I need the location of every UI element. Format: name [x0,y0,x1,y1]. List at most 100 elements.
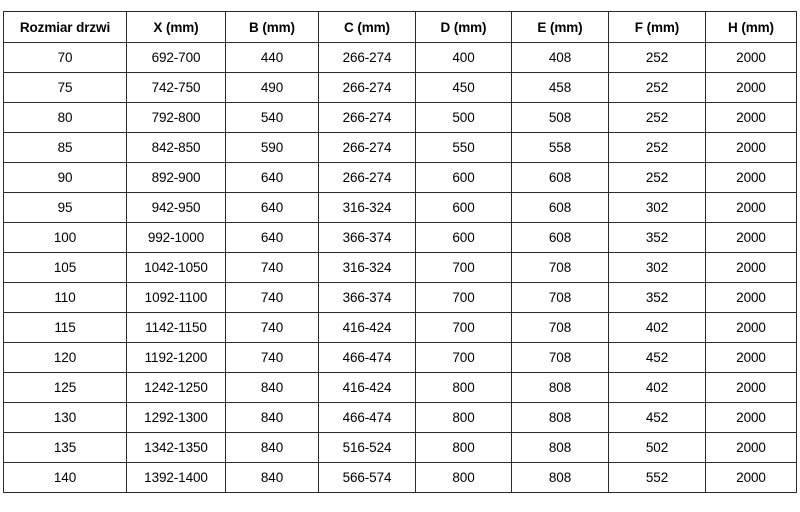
cell-b: 740 [225,282,319,313]
column-header-x: X (mm) [126,11,226,43]
cell-size: 115 [3,312,127,343]
cell-b: 840 [225,462,319,493]
cell-f: 302 [608,252,706,283]
cell-c: 266-274 [318,132,416,163]
cell-c: 466-474 [318,402,416,433]
cell-b: 740 [225,342,319,373]
cell-c: 416-424 [318,312,416,343]
table-row: 100 992-1000 640 366-374 600 608 352 2000 [3,222,797,253]
cell-d: 700 [415,282,512,313]
table-header: Rozmiar drzwi X (mm) B (mm) C (mm) D (mm) E (… [3,11,797,43]
cell-f: 452 [608,402,706,433]
table-row: 110 1092-1100 740 366-374 700 708 352 2000 [3,282,797,313]
cell-size: 75 [3,72,127,103]
cell-f: 352 [608,222,706,253]
cell-size: 110 [3,282,127,313]
cell-e: 808 [511,372,609,403]
cell-d: 500 [415,102,512,133]
cell-d: 800 [415,372,512,403]
cell-h: 2000 [705,192,797,223]
cell-c: 316-324 [318,192,416,223]
cell-e: 808 [511,432,609,463]
cell-size: 80 [3,102,127,133]
cell-f: 502 [608,432,706,463]
cell-e: 458 [511,72,609,103]
cell-d: 700 [415,342,512,373]
cell-e: 608 [511,192,609,223]
cell-e: 708 [511,252,609,283]
table-row: 90 892-900 640 266-274 600 608 252 2000 [3,162,797,193]
cell-b: 540 [225,102,319,133]
cell-size: 125 [3,372,127,403]
column-header-d: D (mm) [415,11,512,43]
cell-size: 130 [3,402,127,433]
cell-f: 252 [608,42,706,73]
dimensions-table-wrapper: Rozmiar drzwi X (mm) B (mm) C (mm) D (mm) E (… [3,11,797,493]
cell-x: 1192-1200 [126,342,226,373]
column-header-h: H (mm) [705,11,797,43]
cell-d: 550 [415,132,512,163]
cell-b: 840 [225,402,319,433]
cell-e: 508 [511,102,609,133]
cell-h: 2000 [705,432,797,463]
table-row: 135 1342-1350 840 516-524 800 808 502 2000 [3,432,797,463]
cell-d: 600 [415,162,512,193]
cell-h: 2000 [705,342,797,373]
cell-e: 608 [511,162,609,193]
cell-h: 2000 [705,462,797,493]
cell-x: 1142-1150 [126,312,226,343]
cell-size: 70 [3,42,127,73]
cell-size: 105 [3,252,127,283]
cell-e: 808 [511,462,609,493]
cell-h: 2000 [705,102,797,133]
cell-d: 400 [415,42,512,73]
cell-e: 708 [511,282,609,313]
table-header-row: Rozmiar drzwi X (mm) B (mm) C (mm) D (mm) E (… [3,11,797,43]
cell-size: 140 [3,462,127,493]
cell-b: 740 [225,312,319,343]
cell-d: 600 [415,192,512,223]
cell-f: 252 [608,102,706,133]
cell-e: 558 [511,132,609,163]
cell-c: 316-324 [318,252,416,283]
cell-c: 266-274 [318,42,416,73]
cell-size: 90 [3,162,127,193]
cell-h: 2000 [705,72,797,103]
cell-b: 490 [225,72,319,103]
cell-b: 740 [225,252,319,283]
cell-size: 95 [3,192,127,223]
cell-h: 2000 [705,402,797,433]
cell-d: 800 [415,432,512,463]
cell-h: 2000 [705,312,797,343]
cell-h: 2000 [705,372,797,403]
cell-d: 700 [415,312,512,343]
cell-e: 708 [511,312,609,343]
table-row: 80 792-800 540 266-274 500 508 252 2000 [3,102,797,133]
table-row: 70 692-700 440 266-274 400 408 252 2000 [3,42,797,73]
cell-f: 352 [608,282,706,313]
cell-c: 416-424 [318,372,416,403]
cell-size: 135 [3,432,127,463]
cell-x: 992-1000 [126,222,226,253]
cell-size: 85 [3,132,127,163]
table-row: 95 942-950 640 316-324 600 608 302 2000 [3,192,797,223]
cell-x: 942-950 [126,192,226,223]
table-body: 70 692-700 440 266-274 400 408 252 2000 75 742-75… [3,42,797,493]
cell-b: 590 [225,132,319,163]
cell-e: 808 [511,402,609,433]
cell-b: 840 [225,372,319,403]
cell-f: 252 [608,132,706,163]
cell-x: 1292-1300 [126,402,226,433]
cell-f: 402 [608,372,706,403]
cell-d: 700 [415,252,512,283]
cell-b: 640 [225,222,319,253]
cell-x: 692-700 [126,42,226,73]
table-row: 105 1042-1050 740 316-324 700 708 302 2000 [3,252,797,283]
cell-c: 466-474 [318,342,416,373]
table-row: 75 742-750 490 266-274 450 458 252 2000 [3,72,797,103]
dimensions-table: Rozmiar drzwi X (mm) B (mm) C (mm) D (mm) E (… [3,11,797,493]
cell-c: 366-374 [318,282,416,313]
cell-c: 266-274 [318,162,416,193]
cell-f: 252 [608,162,706,193]
